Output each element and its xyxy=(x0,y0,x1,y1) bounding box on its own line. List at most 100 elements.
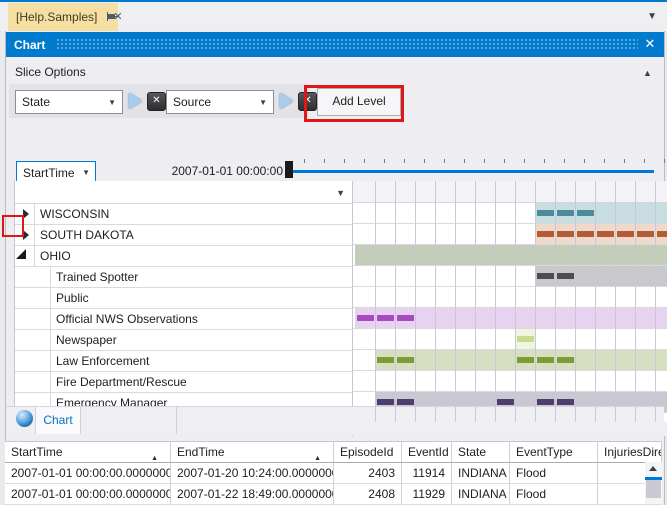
gantt-row[interactable] xyxy=(353,371,667,392)
gantt-bar[interactable] xyxy=(557,399,574,405)
tree-header-row[interactable]: ▼ xyxy=(15,181,353,204)
ruler-tick xyxy=(324,159,325,163)
gantt-bar[interactable] xyxy=(577,210,594,216)
remove-level2-button[interactable]: ✕ xyxy=(298,92,317,111)
gantt-bar[interactable] xyxy=(537,399,554,405)
expand-icon[interactable] xyxy=(23,209,29,219)
tree-row-public[interactable]: Public xyxy=(15,288,353,309)
gantt-bar[interactable] xyxy=(517,357,534,363)
tree-row-newspaper[interactable]: Newspaper xyxy=(15,330,353,351)
tree-row-official-nws-observations[interactable]: Official NWS Observations xyxy=(15,309,353,330)
tree-row-label: WISCONSIN xyxy=(40,207,110,221)
gantt-bar[interactable] xyxy=(357,315,374,321)
chevron-down-icon[interactable]: ▼ xyxy=(647,11,657,22)
tree-row-law-enforcement[interactable]: Law Enforcement xyxy=(15,351,353,372)
tab-chart[interactable]: Chart xyxy=(35,407,81,434)
close-icon[interactable]: ✕ xyxy=(644,36,656,51)
gantt-bar[interactable] xyxy=(397,357,414,363)
gantt-bar[interactable] xyxy=(637,231,654,237)
table-row[interactable]: 2007-01-01 00:00:00.0000000 2007-01-22 18… xyxy=(5,484,662,505)
gantt-bar[interactable] xyxy=(557,231,574,237)
sort-ascending-icon[interactable]: ▲ xyxy=(314,455,321,462)
ruler-tick xyxy=(624,159,625,163)
time-field-dropdown[interactable]: StartTime ▼ xyxy=(16,161,96,184)
time-field-label: StartTime xyxy=(23,165,75,180)
column-header-state[interactable]: State xyxy=(452,442,510,462)
filter-chevron-icon[interactable]: ▼ xyxy=(336,188,345,198)
gantt-bar[interactable] xyxy=(537,231,554,237)
chevron-down-icon: ▼ xyxy=(108,97,116,107)
ruler-tick xyxy=(344,159,345,163)
gantt-bar[interactable] xyxy=(557,210,574,216)
gantt-bar[interactable] xyxy=(557,273,574,279)
gantt-bar[interactable] xyxy=(657,231,667,237)
scrollbar-thumb[interactable] xyxy=(646,480,661,498)
gantt-row[interactable] xyxy=(353,329,667,350)
table-row[interactable]: 2007-01-01 00:00:00.0000000 2007-01-20 10… xyxy=(5,463,662,484)
gantt-bar[interactable] xyxy=(537,357,554,363)
gantt-bar[interactable] xyxy=(537,273,554,279)
gantt-row[interactable] xyxy=(353,245,667,266)
document-tab-bar: [Help.Samples] ✕ ▼ xyxy=(0,2,667,31)
gantt-header-strip xyxy=(353,181,667,203)
gantt-row[interactable] xyxy=(353,287,667,308)
gantt-bar[interactable] xyxy=(557,357,574,363)
gantt-row[interactable] xyxy=(353,308,667,329)
column-header-endtime[interactable]: EndTime ▲ xyxy=(171,442,334,462)
timeline-slider-handle[interactable] xyxy=(285,161,293,178)
tree-row-fire-department-rescue[interactable]: Fire Department/Rescue xyxy=(15,372,353,393)
document-tab[interactable]: [Help.Samples] ✕ xyxy=(8,3,123,31)
timeline-track[interactable] xyxy=(293,170,654,173)
column-header-episodeid[interactable]: EpisodeId xyxy=(334,442,402,462)
scrollbar-accent xyxy=(645,477,662,480)
gantt-bar[interactable] xyxy=(397,399,414,405)
remove-level1-button[interactable]: ✕ xyxy=(147,92,166,111)
column-header-label: State xyxy=(458,445,487,459)
gantt-bar[interactable] xyxy=(397,315,414,321)
tree-row-south-dakota[interactable]: SOUTH DAKOTA xyxy=(15,225,353,246)
gantt-row[interactable] xyxy=(353,224,667,245)
tree-row-wisconsin[interactable]: WISCONSIN xyxy=(15,204,353,225)
table-cell: 2408 xyxy=(334,484,402,504)
level1-dropdown[interactable]: State ▼ xyxy=(15,90,123,114)
apply-level2-button[interactable] xyxy=(280,93,293,109)
tree-expander[interactable] xyxy=(15,225,35,245)
column-header-label: EpisodeId xyxy=(340,445,394,459)
column-header-label: StartTime xyxy=(11,445,63,459)
collapse-expanded-icon[interactable] xyxy=(16,249,26,259)
tree-expander[interactable] xyxy=(15,204,35,224)
annotation-add-level xyxy=(304,85,404,122)
gantt-bar[interactable] xyxy=(377,315,394,321)
gantt-bar[interactable] xyxy=(377,357,394,363)
column-header-eventtype[interactable]: EventType xyxy=(510,442,598,462)
divider xyxy=(176,407,177,434)
level2-dropdown[interactable]: Source ▼ xyxy=(166,90,274,114)
tree-row-ohio[interactable]: OHIO xyxy=(15,246,353,267)
gantt-bar[interactable] xyxy=(517,336,534,342)
collapse-chevron-icon[interactable]: ▲ xyxy=(643,68,652,78)
column-header-starttime[interactable]: StartTime ▲ xyxy=(5,442,171,462)
expand-icon[interactable] xyxy=(23,230,29,240)
gantt-bar[interactable] xyxy=(597,231,614,237)
sort-ascending-icon[interactable]: ▲ xyxy=(151,455,158,462)
tree-expander[interactable] xyxy=(15,246,35,266)
gantt-bar[interactable] xyxy=(377,399,394,405)
ruler-tick xyxy=(484,159,485,163)
panel-title-bar[interactable]: Chart ✕ xyxy=(6,32,664,57)
scroll-up-icon[interactable] xyxy=(649,466,657,471)
gantt-bar[interactable] xyxy=(617,231,634,237)
gantt-bar[interactable] xyxy=(537,210,554,216)
gantt-bar[interactable] xyxy=(497,399,514,405)
column-header-eventid[interactable]: EventId xyxy=(402,442,452,462)
column-header-injuriesdirect[interactable]: InjuriesDirect xyxy=(598,442,662,462)
gantt-row[interactable] xyxy=(353,350,667,371)
gantt-highlight xyxy=(535,203,667,223)
apply-level1-button[interactable] xyxy=(129,93,142,109)
gantt-row[interactable] xyxy=(353,203,667,224)
gantt-bar[interactable] xyxy=(577,231,594,237)
vertical-scrollbar[interactable] xyxy=(645,462,662,504)
tree-row-trained-spotter[interactable]: Trained Spotter xyxy=(15,267,353,288)
gantt-row[interactable] xyxy=(353,266,667,287)
add-level-button[interactable]: Add Level xyxy=(317,88,401,116)
ruler-tick xyxy=(564,159,565,163)
